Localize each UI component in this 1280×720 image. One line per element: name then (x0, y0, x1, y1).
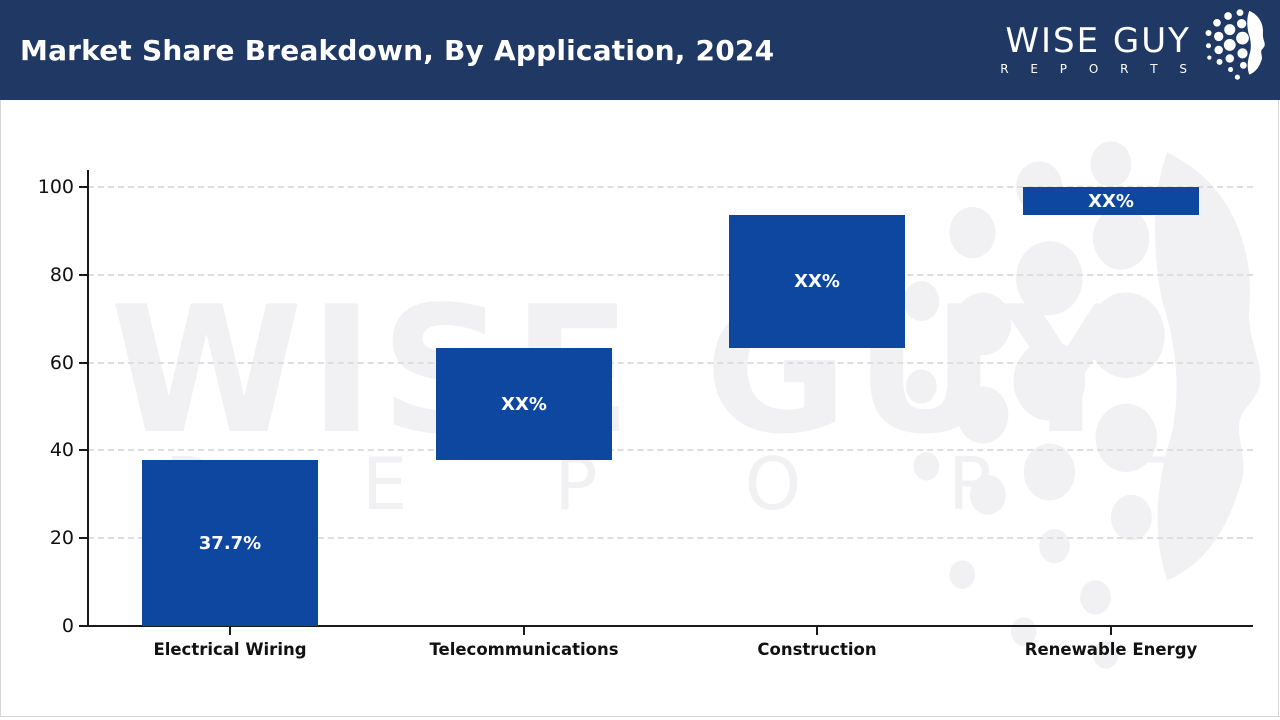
page-border-left (0, 100, 1, 717)
watermark-wordmark: WISE GUY (110, 270, 1136, 473)
bar-value-label: XX% (501, 393, 547, 415)
y-gridline (88, 537, 1253, 540)
bar-value-label: 37.7% (198, 532, 262, 554)
bar-telecommunications: XX% (436, 347, 612, 461)
y-axis-tick-label: 80 (49, 263, 74, 286)
x-axis-tick (816, 627, 818, 635)
y-axis-tick-label: 20 (49, 527, 74, 550)
watermark-subtitle: R E P O R T S (165, 442, 1280, 526)
page-border-right (1278, 100, 1279, 717)
bar-construction: XX% (729, 215, 905, 348)
bar-value-label: XX% (1088, 190, 1134, 212)
x-axis-category-label: Electrical Wiring (153, 640, 307, 659)
y-axis-tick-label: 100 (37, 176, 74, 198)
x-axis-tick (229, 627, 231, 635)
bar-value-label: XX% (794, 270, 840, 292)
x-axis-category-label: Telecommunications (429, 640, 619, 659)
page-border-bottom (0, 716, 1280, 717)
y-axis-line (87, 170, 89, 627)
logo-wordmark-line2: R E P O R T S (1000, 62, 1196, 76)
brand-logo: WISE GUY R E P O R T S (1000, 7, 1268, 93)
report-header: Market Share Breakdown, By Application, … (0, 0, 1280, 100)
y-axis-tick (79, 273, 88, 276)
logo-head-icon (1205, 9, 1265, 80)
bar-renewable-energy: XX% (1023, 187, 1199, 216)
y-axis-tick (79, 449, 88, 452)
y-axis-tick-label: 0 (61, 615, 74, 637)
y-axis-tick (79, 625, 88, 627)
x-axis-category-label: Construction (757, 640, 877, 659)
x-axis-tick (523, 627, 525, 635)
watermark-head-icon (903, 141, 1261, 669)
y-gridline (88, 186, 1253, 188)
y-axis-tick (79, 537, 88, 540)
bar-electrical-wiring: 37.7% (142, 460, 318, 626)
y-gridline (88, 273, 1253, 276)
page-title: Market Share Breakdown, By Application, … (20, 33, 775, 67)
x-axis-category-label: Renewable Energy (1024, 640, 1198, 659)
y-gridline (88, 361, 1253, 364)
x-axis-tick (1110, 627, 1112, 635)
y-axis-tick (79, 186, 88, 188)
logo-wordmark: WISE GUY R E P O R T S (1000, 24, 1196, 76)
y-gridline (88, 449, 1253, 452)
y-axis-tick-label: 40 (49, 439, 74, 462)
y-axis-tick (79, 361, 88, 364)
y-axis-tick-label: 60 (49, 351, 74, 374)
x-axis-line (87, 625, 1253, 627)
logo-wordmark-line1: WISE GUY (1005, 21, 1191, 61)
